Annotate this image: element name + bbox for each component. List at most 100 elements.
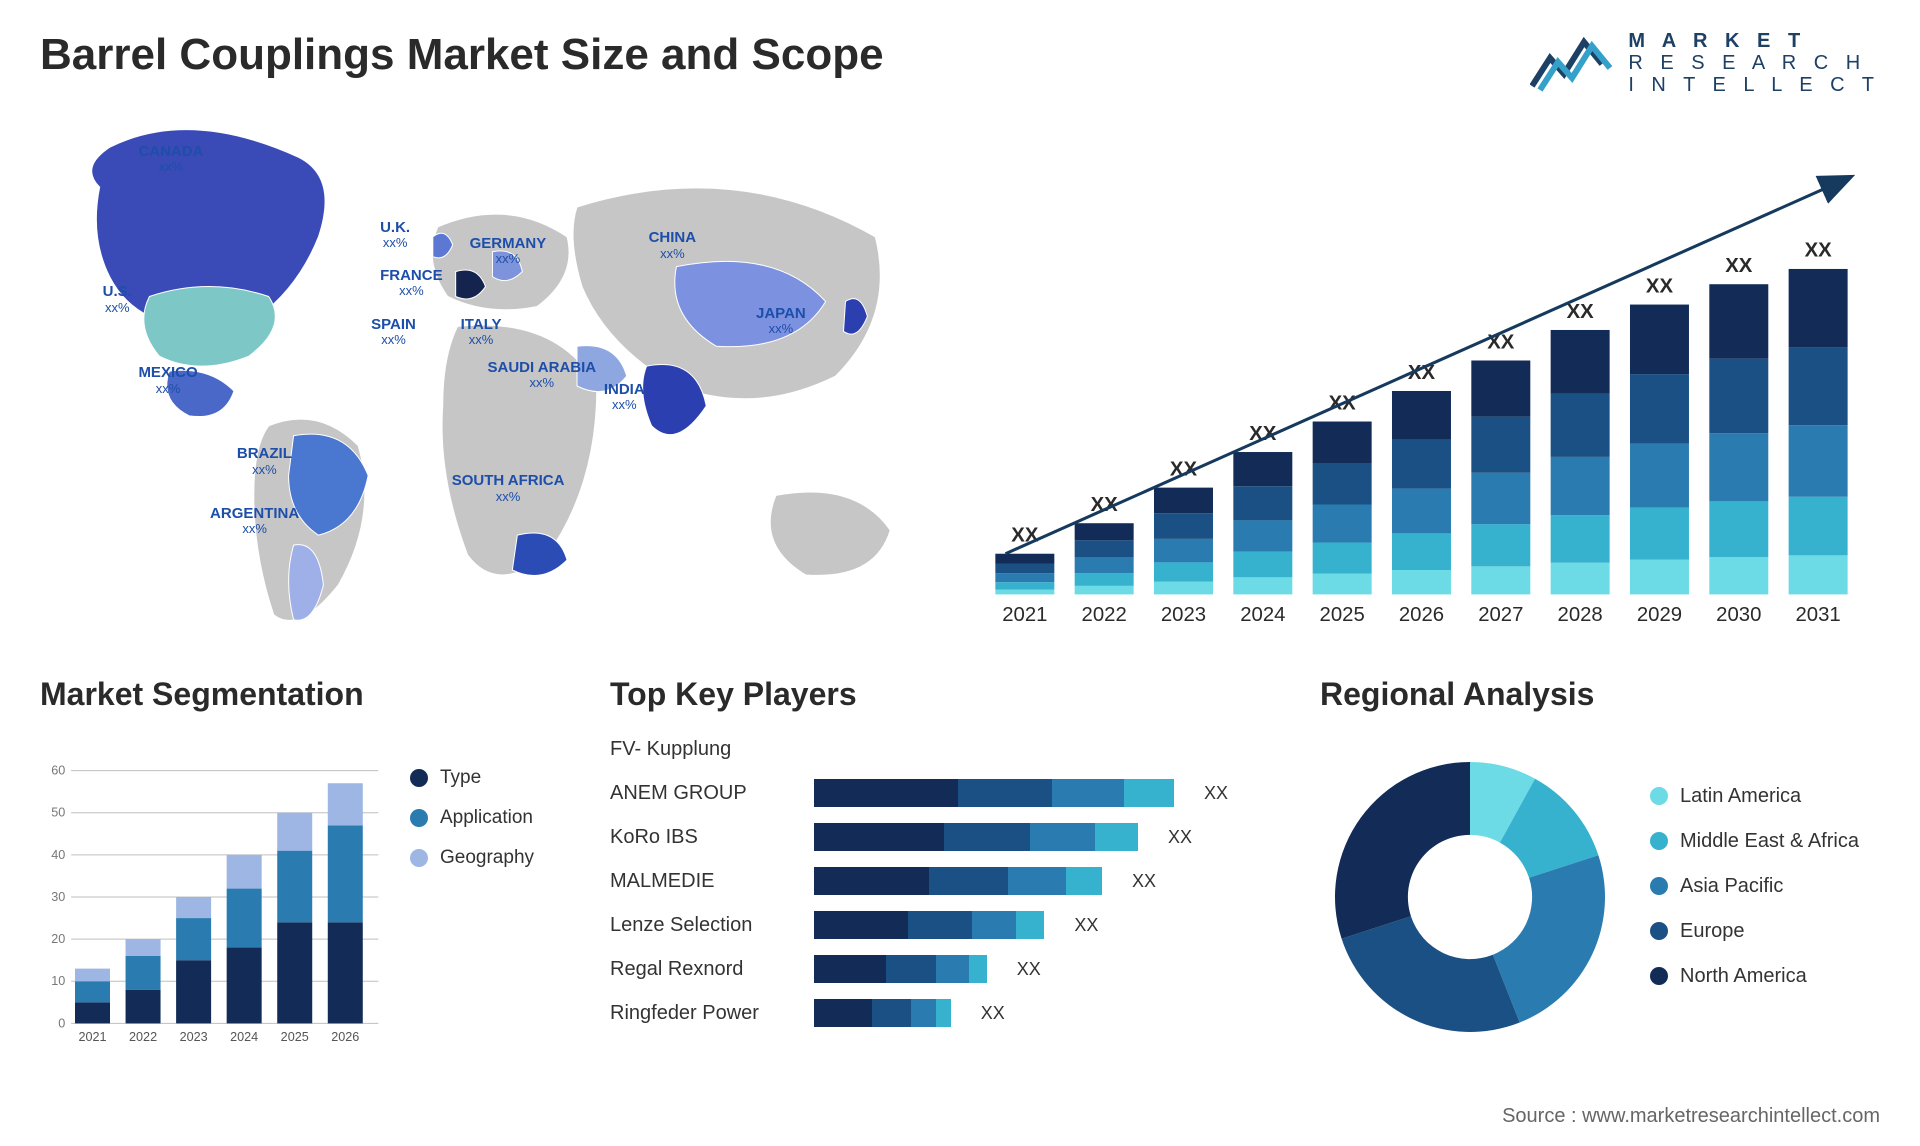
- legend-item: Middle East & Africa: [1650, 830, 1859, 853]
- regional-panel: Regional Analysis Latin America Middle Ea…: [1320, 676, 1880, 1076]
- player-bar: [814, 823, 1138, 851]
- players-title: Top Key Players: [610, 676, 1290, 713]
- player-name: KoRo IBS: [610, 826, 800, 849]
- logo-line3: I N T E L L E C T: [1628, 74, 1880, 96]
- map-label: U.K.xx%: [380, 219, 410, 251]
- player-row: Ringfeder Power XX: [610, 991, 1290, 1035]
- player-value: XX: [981, 1003, 1005, 1024]
- legend-item: Application: [410, 807, 580, 829]
- growth-chart: XX2021XX2022XX2023XX2024XX2025XX2026XX20…: [965, 116, 1880, 656]
- bottom-row: Market Segmentation 01020304050602021202…: [40, 676, 1880, 1076]
- logo-text: M A R K E T R E S E A R C H I N T E L L …: [1628, 30, 1880, 96]
- svg-text:2024: 2024: [230, 1030, 258, 1044]
- map-label: SAUDI ARABIAxx%: [488, 359, 597, 391]
- top-row: CANADAxx% U.S.xx% MEXICOxx% BRAZILxx% ARGENT…: [40, 116, 1880, 656]
- svg-text:30: 30: [51, 890, 65, 904]
- map-label: INDIAxx%: [604, 381, 645, 413]
- player-bar: [814, 955, 987, 983]
- map-label: CANADAxx%: [138, 143, 203, 175]
- svg-text:XX: XX: [1567, 301, 1595, 323]
- map-label: SOUTH AFRICAxx%: [452, 472, 565, 504]
- map-label: ITALYxx%: [461, 316, 502, 348]
- player-name: MALMEDIE: [610, 870, 800, 893]
- player-value: XX: [1074, 915, 1098, 936]
- svg-text:2023: 2023: [1161, 604, 1206, 626]
- legend-item: Europe: [1650, 920, 1859, 943]
- map-label: BRAZILxx%: [237, 445, 292, 477]
- donut-svg: [1320, 747, 1620, 1047]
- svg-text:20: 20: [51, 932, 65, 946]
- svg-text:2024: 2024: [1240, 604, 1285, 626]
- svg-text:2023: 2023: [180, 1030, 208, 1044]
- player-bar: [814, 779, 1174, 807]
- logo-line2: R E S E A R C H: [1628, 52, 1880, 74]
- svg-text:2025: 2025: [1320, 604, 1365, 626]
- legend-item: North America: [1650, 965, 1859, 988]
- svg-text:2031: 2031: [1796, 604, 1841, 626]
- svg-text:2022: 2022: [1082, 604, 1127, 626]
- svg-text:2021: 2021: [78, 1030, 106, 1044]
- svg-text:10: 10: [51, 974, 65, 988]
- player-value: XX: [1017, 959, 1041, 980]
- segmentation-title: Market Segmentation: [40, 676, 580, 713]
- legend-item: Type: [410, 767, 580, 789]
- svg-text:XX: XX: [1487, 331, 1515, 353]
- logo-mark-icon: [1530, 34, 1614, 92]
- map-label: ARGENTINAxx%: [210, 505, 299, 537]
- svg-text:XX: XX: [1805, 240, 1833, 262]
- svg-text:40: 40: [51, 848, 65, 862]
- player-row: FV- Kupplung: [610, 727, 1290, 771]
- svg-text:2021: 2021: [1002, 604, 1047, 626]
- world-map: CANADAxx% U.S.xx% MEXICOxx% BRAZILxx% ARGENT…: [40, 116, 935, 656]
- svg-text:50: 50: [51, 806, 65, 820]
- player-name: Lenze Selection: [610, 914, 800, 937]
- svg-text:XX: XX: [1011, 525, 1039, 547]
- svg-text:2029: 2029: [1637, 604, 1682, 626]
- player-row: Regal RexnordXX: [610, 947, 1290, 991]
- map-label: JAPANxx%: [756, 305, 806, 337]
- svg-text:2022: 2022: [129, 1030, 157, 1044]
- growth-chart-svg: XX2021XX2022XX2023XX2024XX2025XX2026XX20…: [975, 126, 1870, 656]
- legend-item: Latin America: [1650, 785, 1859, 808]
- regional-title: Regional Analysis: [1320, 676, 1880, 713]
- legend-item: Geography: [410, 847, 580, 869]
- player-row: MALMEDIE XX: [610, 859, 1290, 903]
- svg-text:XX: XX: [1646, 275, 1674, 297]
- player-row: KoRo IBS XX: [610, 815, 1290, 859]
- player-name: ANEM GROUP: [610, 782, 800, 805]
- source-text: Source : www.marketresearchintellect.com: [1502, 1105, 1880, 1128]
- player-row: Lenze Selection XX: [610, 903, 1290, 947]
- logo: M A R K E T R E S E A R C H I N T E L L …: [1530, 30, 1880, 96]
- legend-item: Asia Pacific: [1650, 875, 1859, 898]
- header: Barrel Couplings Market Size and Scope M…: [40, 30, 1880, 96]
- map-label: SPAINxx%: [371, 316, 416, 348]
- player-value: XX: [1168, 827, 1192, 848]
- player-name: FV- Kupplung: [610, 738, 800, 761]
- svg-text:2028: 2028: [1558, 604, 1603, 626]
- player-name: Ringfeder Power: [610, 1002, 800, 1025]
- segmentation-chart-svg: 0102030405060202120222023202420252026: [40, 727, 390, 1067]
- svg-text:60: 60: [51, 764, 65, 778]
- map-label: CHINAxx%: [649, 229, 697, 261]
- svg-text:XX: XX: [1725, 255, 1753, 277]
- player-bar: [814, 867, 1102, 895]
- segmentation-legend: Type Application Geography: [410, 727, 580, 1067]
- map-label: U.S.xx%: [103, 283, 132, 315]
- player-bar: [814, 999, 951, 1027]
- svg-text:2026: 2026: [1399, 604, 1444, 626]
- player-row: ANEM GROUP XX: [610, 771, 1290, 815]
- svg-text:2025: 2025: [281, 1030, 309, 1044]
- player-value: XX: [1204, 783, 1228, 804]
- donut-wrap: [1320, 747, 1620, 1047]
- map-label: MEXICOxx%: [138, 364, 197, 396]
- player-value: XX: [1132, 871, 1156, 892]
- players-body: FV- KupplungANEM GROUPXXKoRo IBSXXMALMED…: [610, 727, 1290, 1067]
- map-label: FRANCExx%: [380, 267, 443, 299]
- logo-line1: M A R K E T: [1628, 30, 1880, 52]
- players-panel: Top Key Players FV- Kupplung ANEM GROUP XX…: [610, 676, 1290, 1076]
- page-title: Barrel Couplings Market Size and Scope: [40, 30, 884, 80]
- segmentation-panel: Market Segmentation 01020304050602021202…: [40, 676, 580, 1076]
- svg-text:2030: 2030: [1716, 604, 1761, 626]
- map-label: GERMANYxx%: [470, 235, 547, 267]
- player-bar: [814, 911, 1044, 939]
